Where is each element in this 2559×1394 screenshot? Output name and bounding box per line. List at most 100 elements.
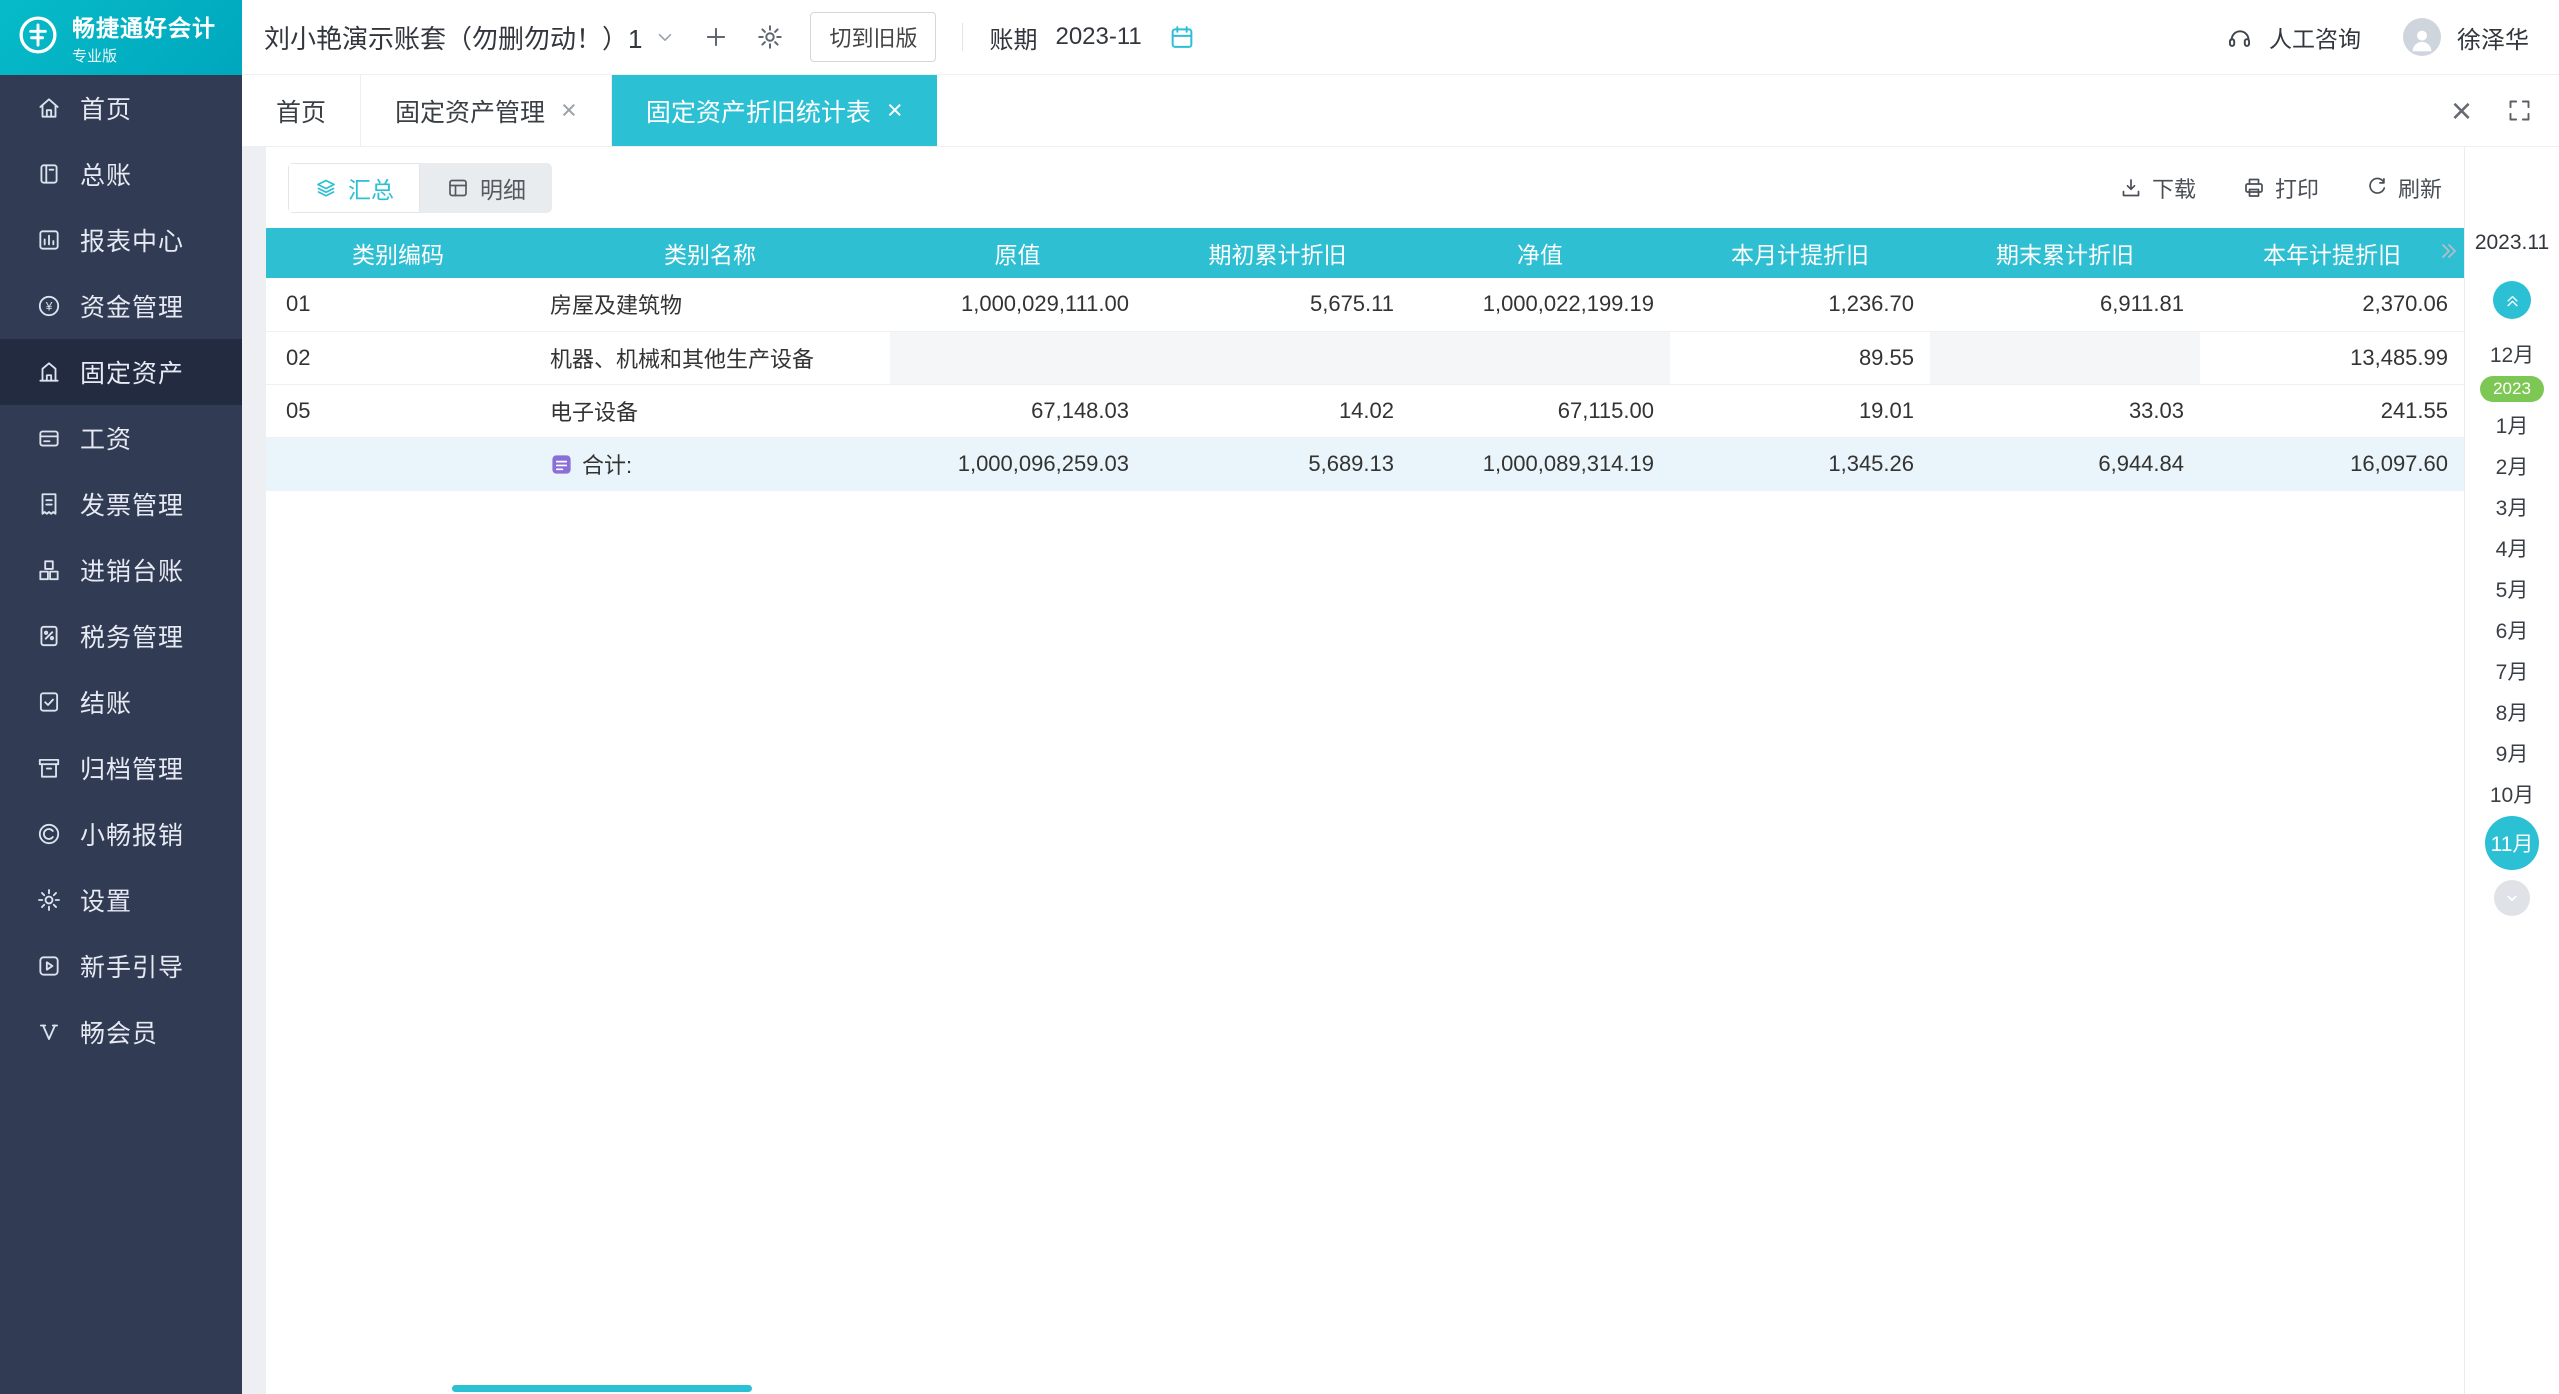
sidebar-item-closing[interactable]: 结账: [0, 669, 242, 735]
sidebar-item-label: 工资: [80, 426, 133, 454]
month-item[interactable]: 10月: [2489, 783, 2535, 807]
fullscreen-icon[interactable]: [2506, 97, 2533, 124]
sidebar-item-settings[interactable]: 设置: [0, 867, 242, 933]
scroll-up-button[interactable]: [2493, 281, 2531, 319]
sidebar-item-beginner-guide[interactable]: 新手引导: [0, 933, 242, 999]
print-button[interactable]: 打印: [2242, 172, 2319, 204]
app-logo-text: 畅捷通好会计 专业版: [72, 9, 216, 66]
tab-depreciation-report[interactable]: 固定资产折旧统计表 ×: [611, 75, 937, 146]
app-edition: 专业版: [72, 47, 118, 65]
sidebar-item-fund-management[interactable]: ¥ 资金管理: [0, 273, 242, 339]
sidebar-item-tax-management[interactable]: 税务管理: [0, 603, 242, 669]
cell-year-depreciation: 13,485.99: [2200, 331, 2464, 385]
month-item[interactable]: 9月: [2495, 742, 2529, 766]
table-row[interactable]: 05 电子设备 67,148.03 14.02 67,115.00 19.01 …: [266, 384, 2464, 438]
cell-category-name: 房屋及建筑物: [530, 278, 890, 332]
guide-icon: [36, 953, 62, 979]
month-item[interactable]: 5月: [2495, 578, 2529, 602]
table-header-row: 类别编码 类别名称 原值 期初累计折旧 净值 本月计提折旧 期末累计折旧 本年计…: [266, 228, 2464, 278]
tab-label: 首页: [276, 98, 327, 127]
close-icon[interactable]: ×: [886, 95, 903, 125]
action-label: 下载: [2151, 176, 2196, 202]
app-logo: 畅捷通好会计 专业版: [0, 0, 242, 75]
print-icon: [2242, 176, 2266, 200]
refresh-button[interactable]: 刷新: [2365, 172, 2442, 204]
month-item-selected[interactable]: 11月: [2485, 816, 2539, 870]
action-label: 打印: [2274, 176, 2319, 202]
avatar[interactable]: [2403, 18, 2441, 56]
date-panel: 2023.11 12月 2023 1月 2月 3月 4月 5月 6月 7月 8月…: [2464, 147, 2559, 1394]
sidebar-item-label: 畅会员: [80, 1020, 159, 1048]
table-row[interactable]: 01 房屋及建筑物 1,000,029,111.00 5,675.11 1,00…: [266, 278, 2464, 332]
column-header: 期末累计折旧: [1930, 228, 2200, 278]
tab-fixed-asset-management[interactable]: 固定资产管理 ×: [361, 75, 612, 146]
download-icon: [2119, 176, 2143, 200]
sidebar-item-reimbursement[interactable]: 小畅报销: [0, 801, 242, 867]
content: 汇总 明细 下载 打印: [242, 147, 2559, 1394]
sidebar-item-general-ledger[interactable]: 总账: [0, 141, 242, 207]
action-label: 刷新: [2397, 176, 2442, 202]
view-tab-label: 汇总: [348, 176, 394, 203]
sidebar-item-trade-ledger[interactable]: 进销台账: [0, 537, 242, 603]
sidebar-item-label: 发票管理: [80, 492, 185, 520]
close-icon[interactable]: ×: [561, 95, 577, 125]
member-icon: [36, 1019, 62, 1045]
support-link[interactable]: 人工咨询: [2269, 26, 2361, 52]
month-item[interactable]: 6月: [2495, 619, 2529, 643]
cell-month-depreciation: 1,236.70: [1670, 278, 1930, 332]
month-item[interactable]: 12月: [2489, 343, 2535, 367]
period-value[interactable]: 2023-11: [1055, 23, 1142, 50]
chevron-down-icon: [654, 26, 676, 48]
user-name[interactable]: 徐泽华: [2457, 26, 2529, 54]
sidebar-item-archive-management[interactable]: 归档管理: [0, 735, 242, 801]
sidebar-item-report-center[interactable]: 报表中心: [0, 207, 242, 273]
column-header: 本月计提折旧: [1670, 228, 1930, 278]
cell-closing-depreciation: 6,911.81: [1930, 278, 2200, 332]
cell-closing-depreciation: [1930, 331, 2200, 385]
sidebar-item-home[interactable]: 首页: [0, 75, 242, 141]
report-toolbar: 汇总 明细 下载 打印: [266, 147, 2464, 228]
cell-category-code: 05: [266, 384, 530, 438]
sidebar-item-label: 报表中心: [80, 228, 185, 256]
main-area: 首页 固定资产管理 × 固定资产折旧统计表 × × 汇总: [242, 75, 2559, 1394]
month-item[interactable]: 2月: [2495, 455, 2529, 479]
cell-net-value: 67,115.00: [1410, 384, 1670, 438]
total-opening-depreciation: 5,689.13: [1145, 437, 1410, 491]
total-month-depreciation: 1,345.26: [1670, 437, 1930, 491]
table-row[interactable]: 02 机器、机械和其他生产设备 89.55 13,485.99: [266, 331, 2464, 385]
account-selector[interactable]: 刘小艳演示账套（勿删勿动！）1: [264, 19, 676, 56]
sidebar-item-invoice-management[interactable]: 发票管理: [0, 471, 242, 537]
month-item[interactable]: 7月: [2495, 660, 2529, 684]
settings-icon: [36, 887, 62, 913]
refresh-icon: [2365, 176, 2389, 200]
tab-home[interactable]: 首页: [242, 75, 362, 146]
sidebar-item-member[interactable]: 畅会员: [0, 999, 242, 1065]
switch-old-version-button[interactable]: 切到旧版: [810, 12, 937, 62]
sidebar-item-fixed-assets[interactable]: 固定资产: [0, 339, 242, 405]
cell-opening-depreciation: [1145, 331, 1410, 385]
cell-year-depreciation: 2,370.06: [2200, 278, 2464, 332]
view-tab-summary[interactable]: 汇总: [288, 162, 420, 213]
horizontal-scrollbar-thumb[interactable]: [452, 1385, 752, 1392]
cell-opening-depreciation: 14.02: [1145, 384, 1410, 438]
total-original-value: 1,000,096,259.03: [890, 437, 1145, 491]
month-item[interactable]: 4月: [2495, 537, 2529, 561]
download-button[interactable]: 下载: [2119, 172, 2196, 204]
topbar-left: 刘小艳演示账套（勿删勿动！）1 切到旧版 账期 2023-11: [264, 12, 1196, 62]
salary-icon: [36, 425, 62, 451]
scroll-down-button[interactable]: [2494, 880, 2530, 916]
report-area: 汇总 明细 下载 打印: [266, 147, 2464, 1394]
month-item[interactable]: 1月: [2495, 414, 2529, 438]
sidebar-item-payroll[interactable]: 工资: [0, 405, 242, 471]
collapse-panel-icon[interactable]: [2435, 239, 2459, 263]
view-tab-detail[interactable]: 明细: [420, 163, 552, 213]
close-all-icon[interactable]: ×: [2450, 89, 2472, 131]
trade-icon: [36, 557, 62, 583]
month-item[interactable]: 8月: [2495, 701, 2529, 725]
gear-icon[interactable]: [756, 23, 784, 51]
month-item[interactable]: 3月: [2495, 496, 2529, 520]
calendar-icon[interactable]: [1168, 23, 1196, 51]
add-button[interactable]: [702, 23, 730, 51]
table-total-row: 合计: 1,000,096,259.03 5,689.13 1,000,089,…: [266, 437, 2464, 491]
year-badge: 2023: [2480, 376, 2544, 402]
